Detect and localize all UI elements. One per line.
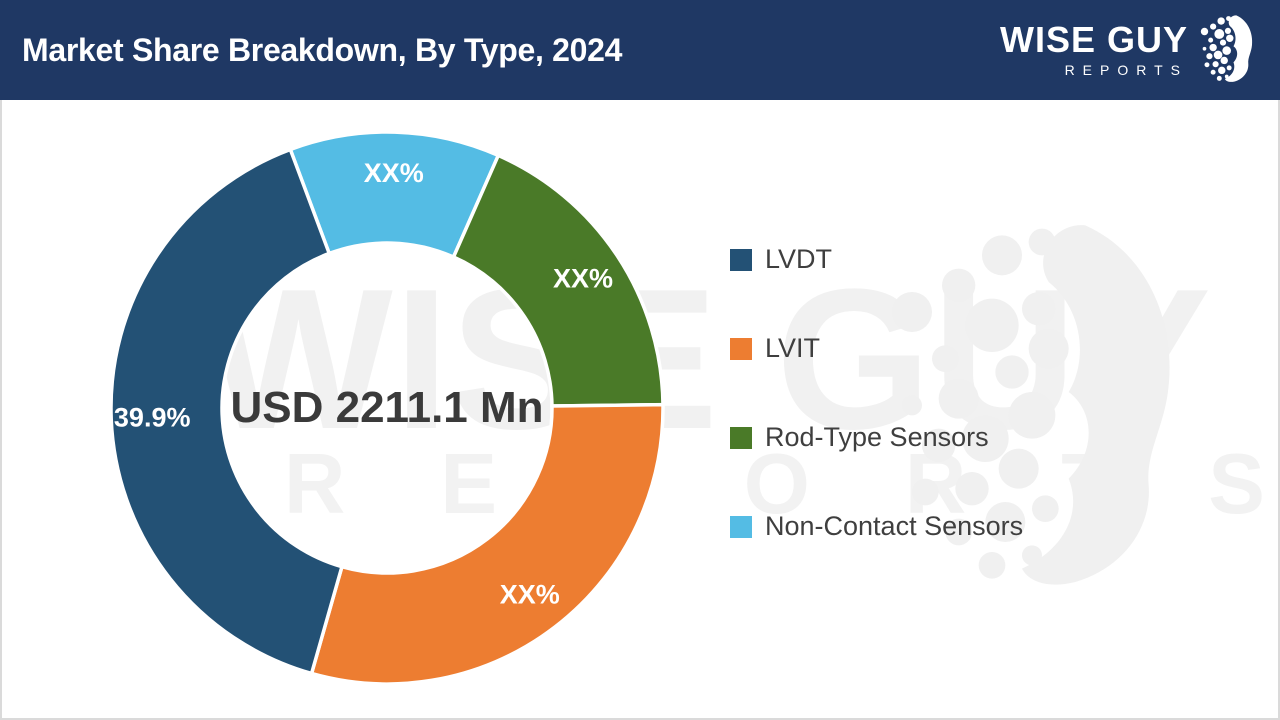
slice-label-lvdt: 39.9% — [114, 403, 191, 433]
legend-item-non-contact-sensors: Non-Contact Sensors — [730, 513, 1023, 540]
legend-label: Rod-Type Sensors — [765, 422, 989, 452]
legend-item-lvdt: LVDT — [730, 246, 1023, 273]
legend-item-rod-type-sensors: Rod-Type Sensors — [730, 424, 1023, 451]
slice-label-non-contact-sensors: XX% — [364, 158, 424, 188]
header-bar: Market Share Breakdown, By Type, 2024 WI… — [0, 0, 1280, 100]
page-title: Market Share Breakdown, By Type, 2024 — [22, 31, 623, 68]
logo-subtext: REPORTS — [1064, 62, 1188, 78]
chart-area: WISE GUY REPORTS XX% XX% XX% 39.9% USD 2211… — [0, 100, 1280, 720]
donut-chart: XX% XX% XX% 39.9% — [109, 130, 665, 686]
slice-label-lvit: XX% — [500, 580, 560, 610]
slice-label-rod-type-sensors: XX% — [553, 263, 613, 293]
donut-segment-rod-type-sensors — [451, 153, 665, 408]
logo-wordmark: WISE GUY — [999, 19, 1188, 60]
legend-swatch — [730, 426, 752, 449]
legend-swatch — [730, 337, 752, 360]
watermark-face-icon — [892, 225, 1170, 585]
logo: WISE GUY REPORTS — [1000, 13, 1254, 87]
legend-swatch — [730, 248, 752, 271]
donut-segment-lvit — [309, 402, 665, 686]
legend-label: Non-Contact Sensors — [765, 511, 1024, 541]
legend-swatch — [730, 515, 752, 538]
logo-text: WISE GUY REPORTS — [999, 19, 1188, 79]
legend-label: LVDT — [765, 244, 833, 274]
legend-label: LVIT — [765, 333, 821, 363]
logo-face-icon — [1200, 15, 1253, 82]
donut-segment-lvdt — [109, 147, 345, 676]
chart-legend: LVDT LVIT Rod-Type Sensors Non-Contact S… — [730, 246, 1023, 540]
legend-item-lvit: LVIT — [730, 335, 1023, 362]
